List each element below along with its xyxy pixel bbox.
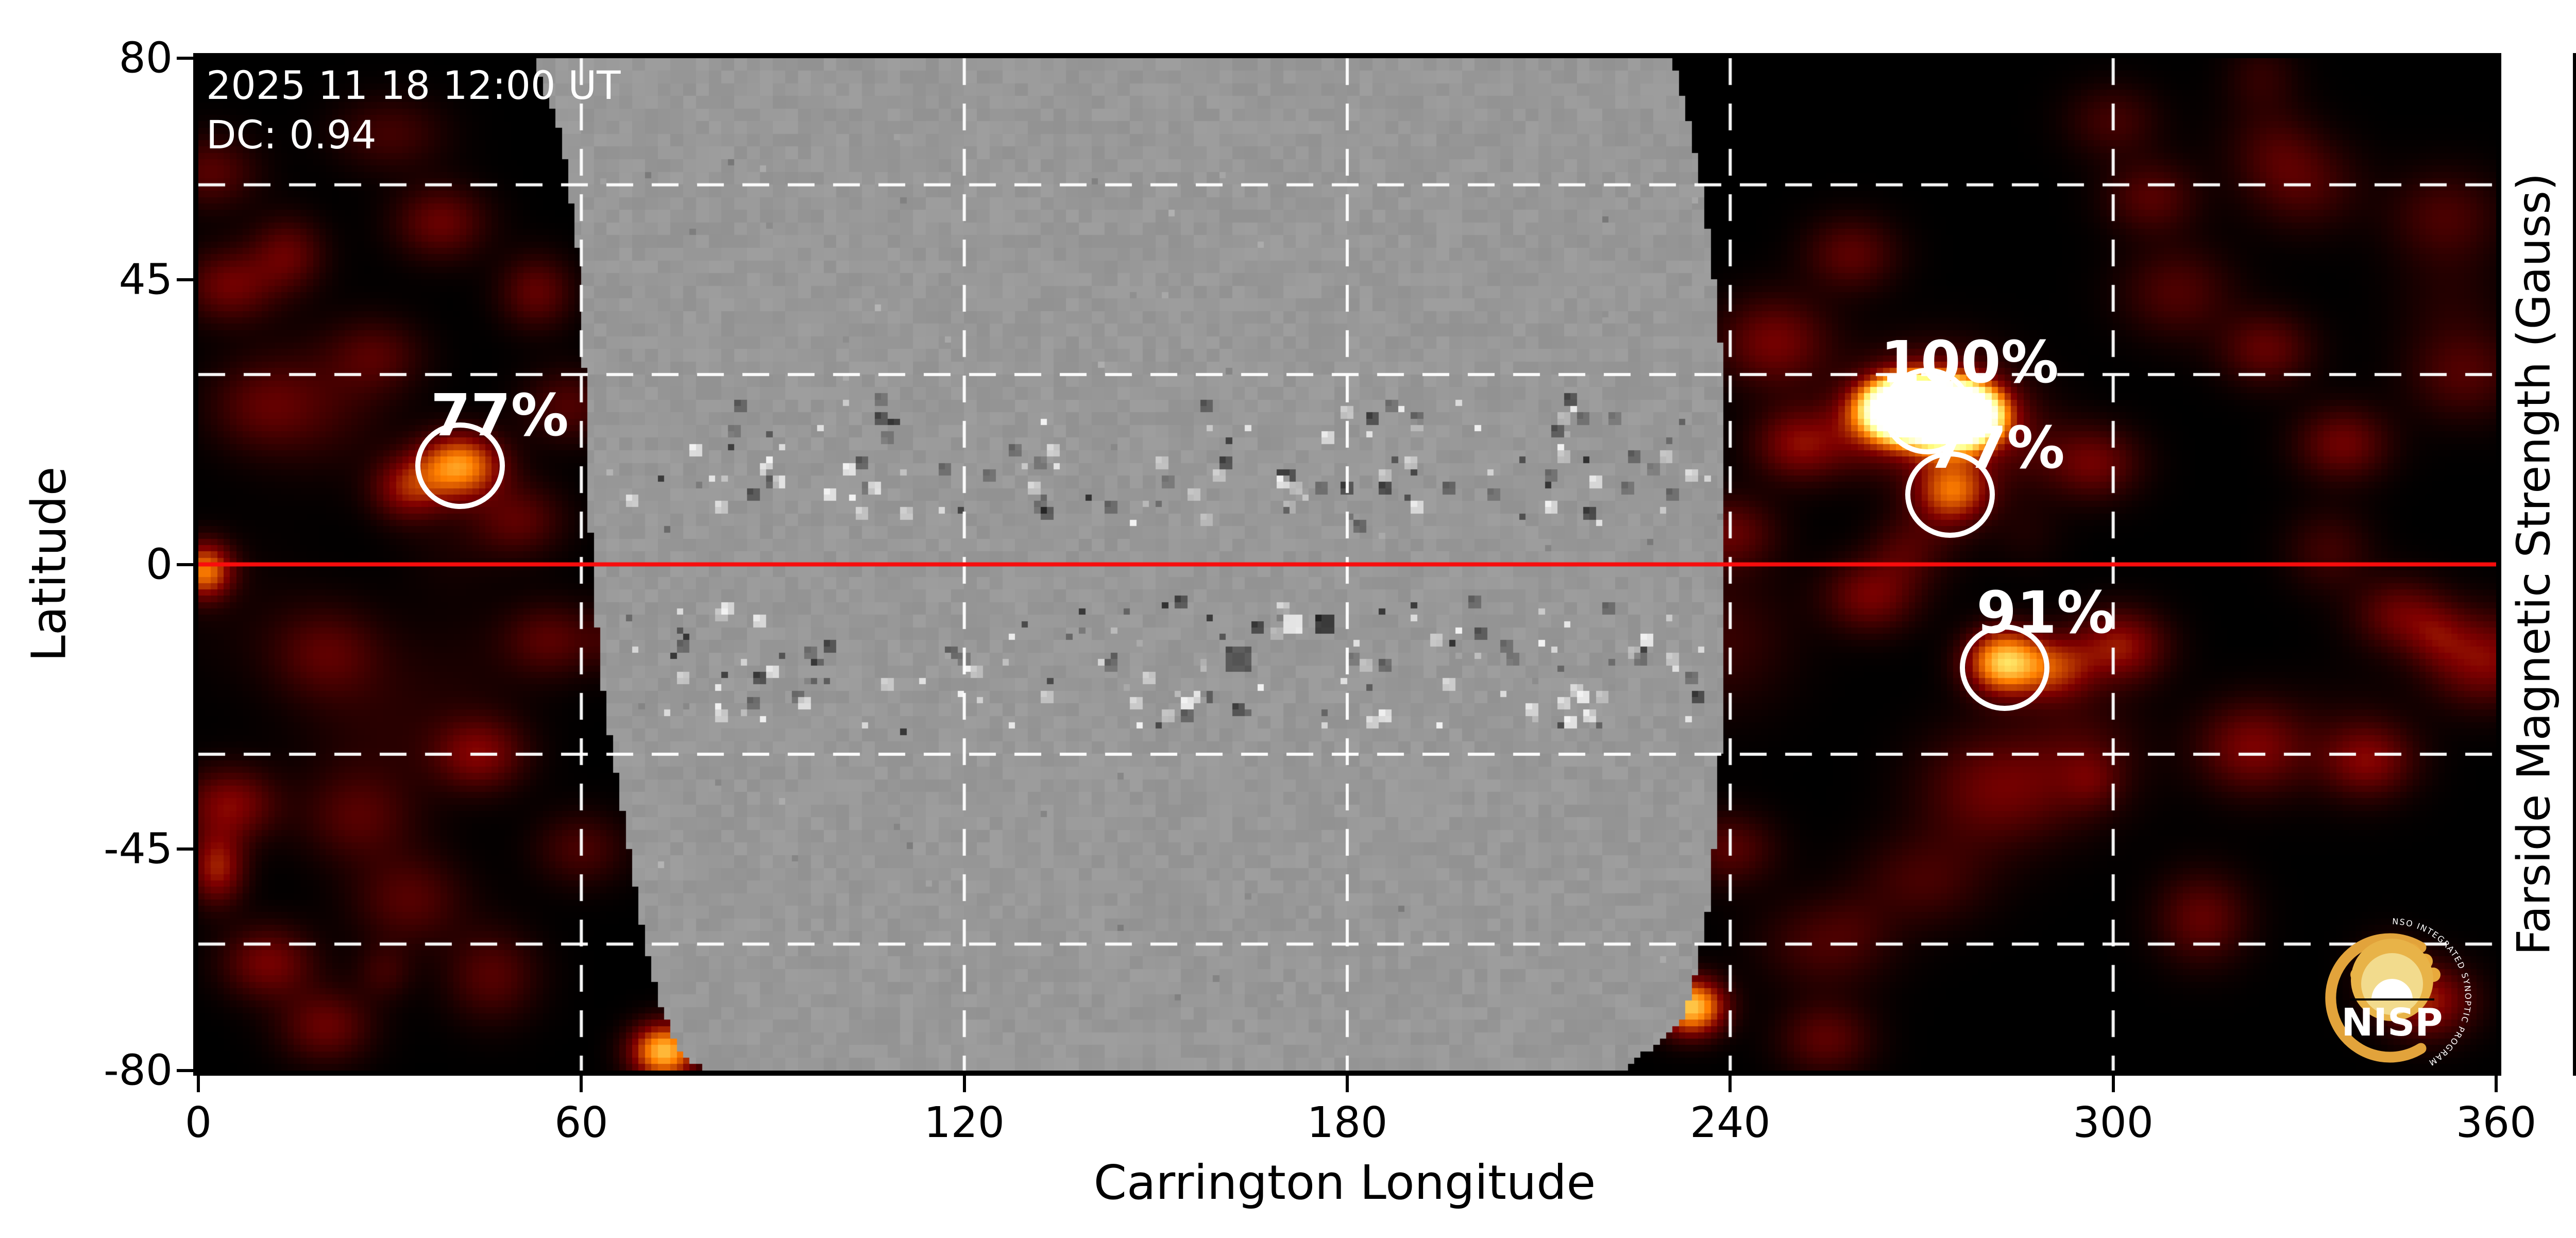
region-circle [1905, 451, 1995, 538]
x-axis-tick [2495, 1076, 2498, 1092]
map-canvas [198, 58, 2496, 1071]
x-axis-tick-label: 300 [2073, 1098, 2154, 1147]
y-axis-tick-label: 45 [118, 255, 173, 304]
region-label: 77% [1926, 414, 2065, 482]
nisp-logo-ring [2325, 933, 2427, 1063]
region-circle [1883, 368, 1973, 455]
dc-text: DC: 0.94 [206, 112, 377, 158]
y-axis-tick [177, 847, 193, 851]
y-axis-tick-label: 80 [118, 33, 173, 83]
x-axis-tick [197, 1076, 200, 1092]
date-text: 2025 11 18 12:00 UT [206, 62, 621, 108]
y-axis-tick-label: 0 [145, 540, 173, 589]
x-axis-title: Carrington Longitude [1093, 1155, 1596, 1210]
x-axis-tick [962, 1076, 966, 1092]
nisp-logo-sun [2350, 939, 2441, 1021]
region-label: 100% [1880, 329, 2059, 396]
y-axis-tick-label: -45 [104, 824, 173, 874]
x-axis-tick [1346, 1076, 1349, 1092]
y-axis-tick [177, 278, 193, 281]
y-axis-tick [177, 1069, 193, 1072]
region-circle [1960, 624, 2050, 711]
date-annotation: 2025 11 18 12:00 UT DC: 0.94 [206, 61, 621, 160]
x-axis-tick-label: 360 [2455, 1098, 2537, 1147]
x-axis-tick [580, 1076, 583, 1092]
x-axis-tick [1728, 1076, 1732, 1092]
region-label: 91% [1976, 580, 2115, 647]
nisp-logo-text: NISP [2342, 1000, 2443, 1045]
region-label: 77% [430, 382, 569, 449]
x-axis-tick-label: 0 [184, 1098, 212, 1147]
x-axis-tick-label: 120 [924, 1098, 1005, 1147]
x-axis-tick-label: 60 [554, 1098, 608, 1147]
y-axis-tick [177, 563, 193, 566]
x-axis-tick-label: 180 [1307, 1098, 1388, 1147]
y-axis-tick [177, 57, 193, 60]
region-circle [415, 422, 505, 509]
x-axis-tick-label: 240 [1690, 1098, 1771, 1147]
farside-colorbar [2573, 53, 2576, 1076]
y-axis-tick-label: -80 [104, 1046, 173, 1095]
nisp-logo: NISP NSO INTEGRATED SYNOPTIC PROGRAM [2325, 917, 2472, 1068]
x-axis-tick [2111, 1076, 2115, 1092]
